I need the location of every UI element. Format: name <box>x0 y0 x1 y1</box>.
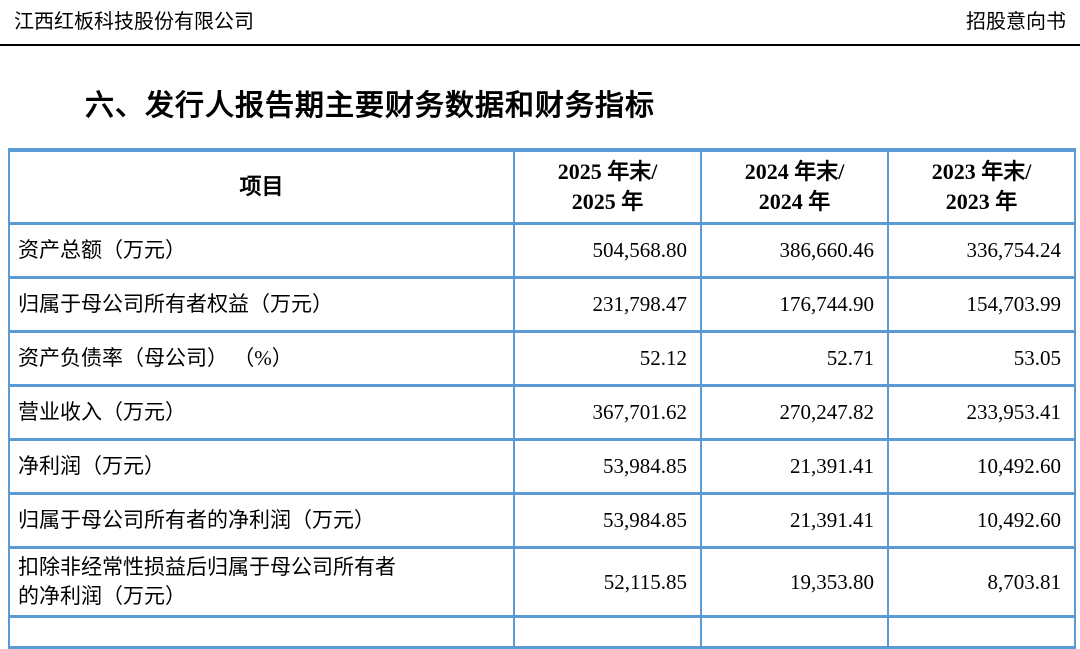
row-label: 扣除非经常性损益后归属于母公司所有者 的净利润（万元） <box>8 546 515 618</box>
cell-value: 53,984.85 <box>513 438 702 495</box>
cell-value: 52,115.85 <box>513 546 702 618</box>
cell-value: 336,754.24 <box>887 222 1076 279</box>
table-row: 营业收入（万元） 367,701.62 270,247.82 233,953.4… <box>8 384 1076 441</box>
row-label: 资产负债率（母公司） （%） <box>8 330 515 387</box>
row-label: 归属于母公司所有者权益（万元） <box>8 276 515 333</box>
table-row: 资产负债率（母公司） （%） 52.12 52.71 53.05 <box>8 330 1076 387</box>
table-row: 资产总额（万元） 504,568.80 386,660.46 336,754.2… <box>8 222 1076 279</box>
table-row: 归属于母公司所有者的净利润（万元） 53,984.85 21,391.41 10… <box>8 492 1076 549</box>
cell-value: 52.71 <box>700 330 889 387</box>
table-header-row: 项目 2025 年末/ 2025 年 2024 年末/ 2024 年 2023 … <box>8 148 1076 225</box>
row-label: 资产总额（万元） <box>8 222 515 279</box>
row-label: 营业收入（万元） <box>8 384 515 441</box>
company-name: 江西红板科技股份有限公司 <box>14 11 254 33</box>
cell-value: 10,492.60 <box>887 438 1076 495</box>
document-type-label: 招股意向书 <box>966 11 1066 33</box>
header-rule <box>0 44 1080 46</box>
cell-value: 154,703.99 <box>887 276 1076 333</box>
cell-value: 10,492.60 <box>887 492 1076 549</box>
row-label: 净利润（万元） <box>8 438 515 495</box>
financial-indicators-table: 项目 2025 年末/ 2025 年 2024 年末/ 2024 年 2023 … <box>8 148 1076 649</box>
cell-value: 270,247.82 <box>700 384 889 441</box>
section-title: 六、发行人报告期主要财务数据和财务指标 <box>85 90 656 122</box>
cell-value: 504,568.80 <box>513 222 702 279</box>
table-row: 扣除非经常性损益后归属于母公司所有者 的净利润（万元） 52,115.85 19… <box>8 546 1076 618</box>
cell-value: 19,353.80 <box>700 546 889 618</box>
cell-value: 367,701.62 <box>513 384 702 441</box>
cell-value: 21,391.41 <box>700 492 889 549</box>
table-header-period-2025: 2025 年末/ 2025 年 <box>513 148 702 225</box>
cell-value: 21,391.41 <box>700 438 889 495</box>
cell-value: 386,660.46 <box>700 222 889 279</box>
table-row-partial <box>8 615 1076 649</box>
table-row: 净利润（万元） 53,984.85 21,391.41 10,492.60 <box>8 438 1076 495</box>
cell-value: 8,703.81 <box>887 546 1076 618</box>
cell-value: 233,953.41 <box>887 384 1076 441</box>
table-row: 归属于母公司所有者权益（万元） 231,798.47 176,744.90 15… <box>8 276 1076 333</box>
table-header-period-2023: 2023 年末/ 2023 年 <box>887 148 1076 225</box>
page-header: 江西红板科技股份有限公司 招股意向书 <box>14 10 1066 34</box>
table-header-period-2024: 2024 年末/ 2024 年 <box>700 148 889 225</box>
cell-value: 176,744.90 <box>700 276 889 333</box>
cell-value: 53,984.85 <box>513 492 702 549</box>
row-label: 归属于母公司所有者的净利润（万元） <box>8 492 515 549</box>
cell-value: 231,798.47 <box>513 276 702 333</box>
table-header-item: 项目 <box>8 148 515 225</box>
cell-value: 52.12 <box>513 330 702 387</box>
cell-value: 53.05 <box>887 330 1076 387</box>
